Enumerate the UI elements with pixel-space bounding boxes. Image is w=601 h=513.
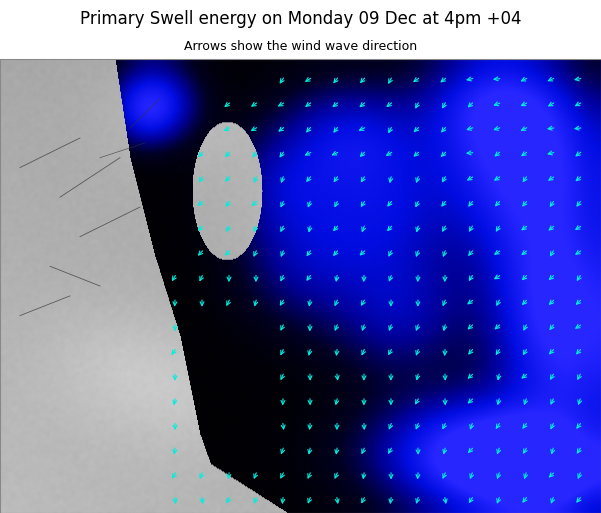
Text: Arrows show the wind wave direction: Arrows show the wind wave direction — [184, 40, 417, 52]
Text: Primary Swell energy on Monday 09 Dec at 4pm +04: Primary Swell energy on Monday 09 Dec at… — [80, 10, 521, 28]
